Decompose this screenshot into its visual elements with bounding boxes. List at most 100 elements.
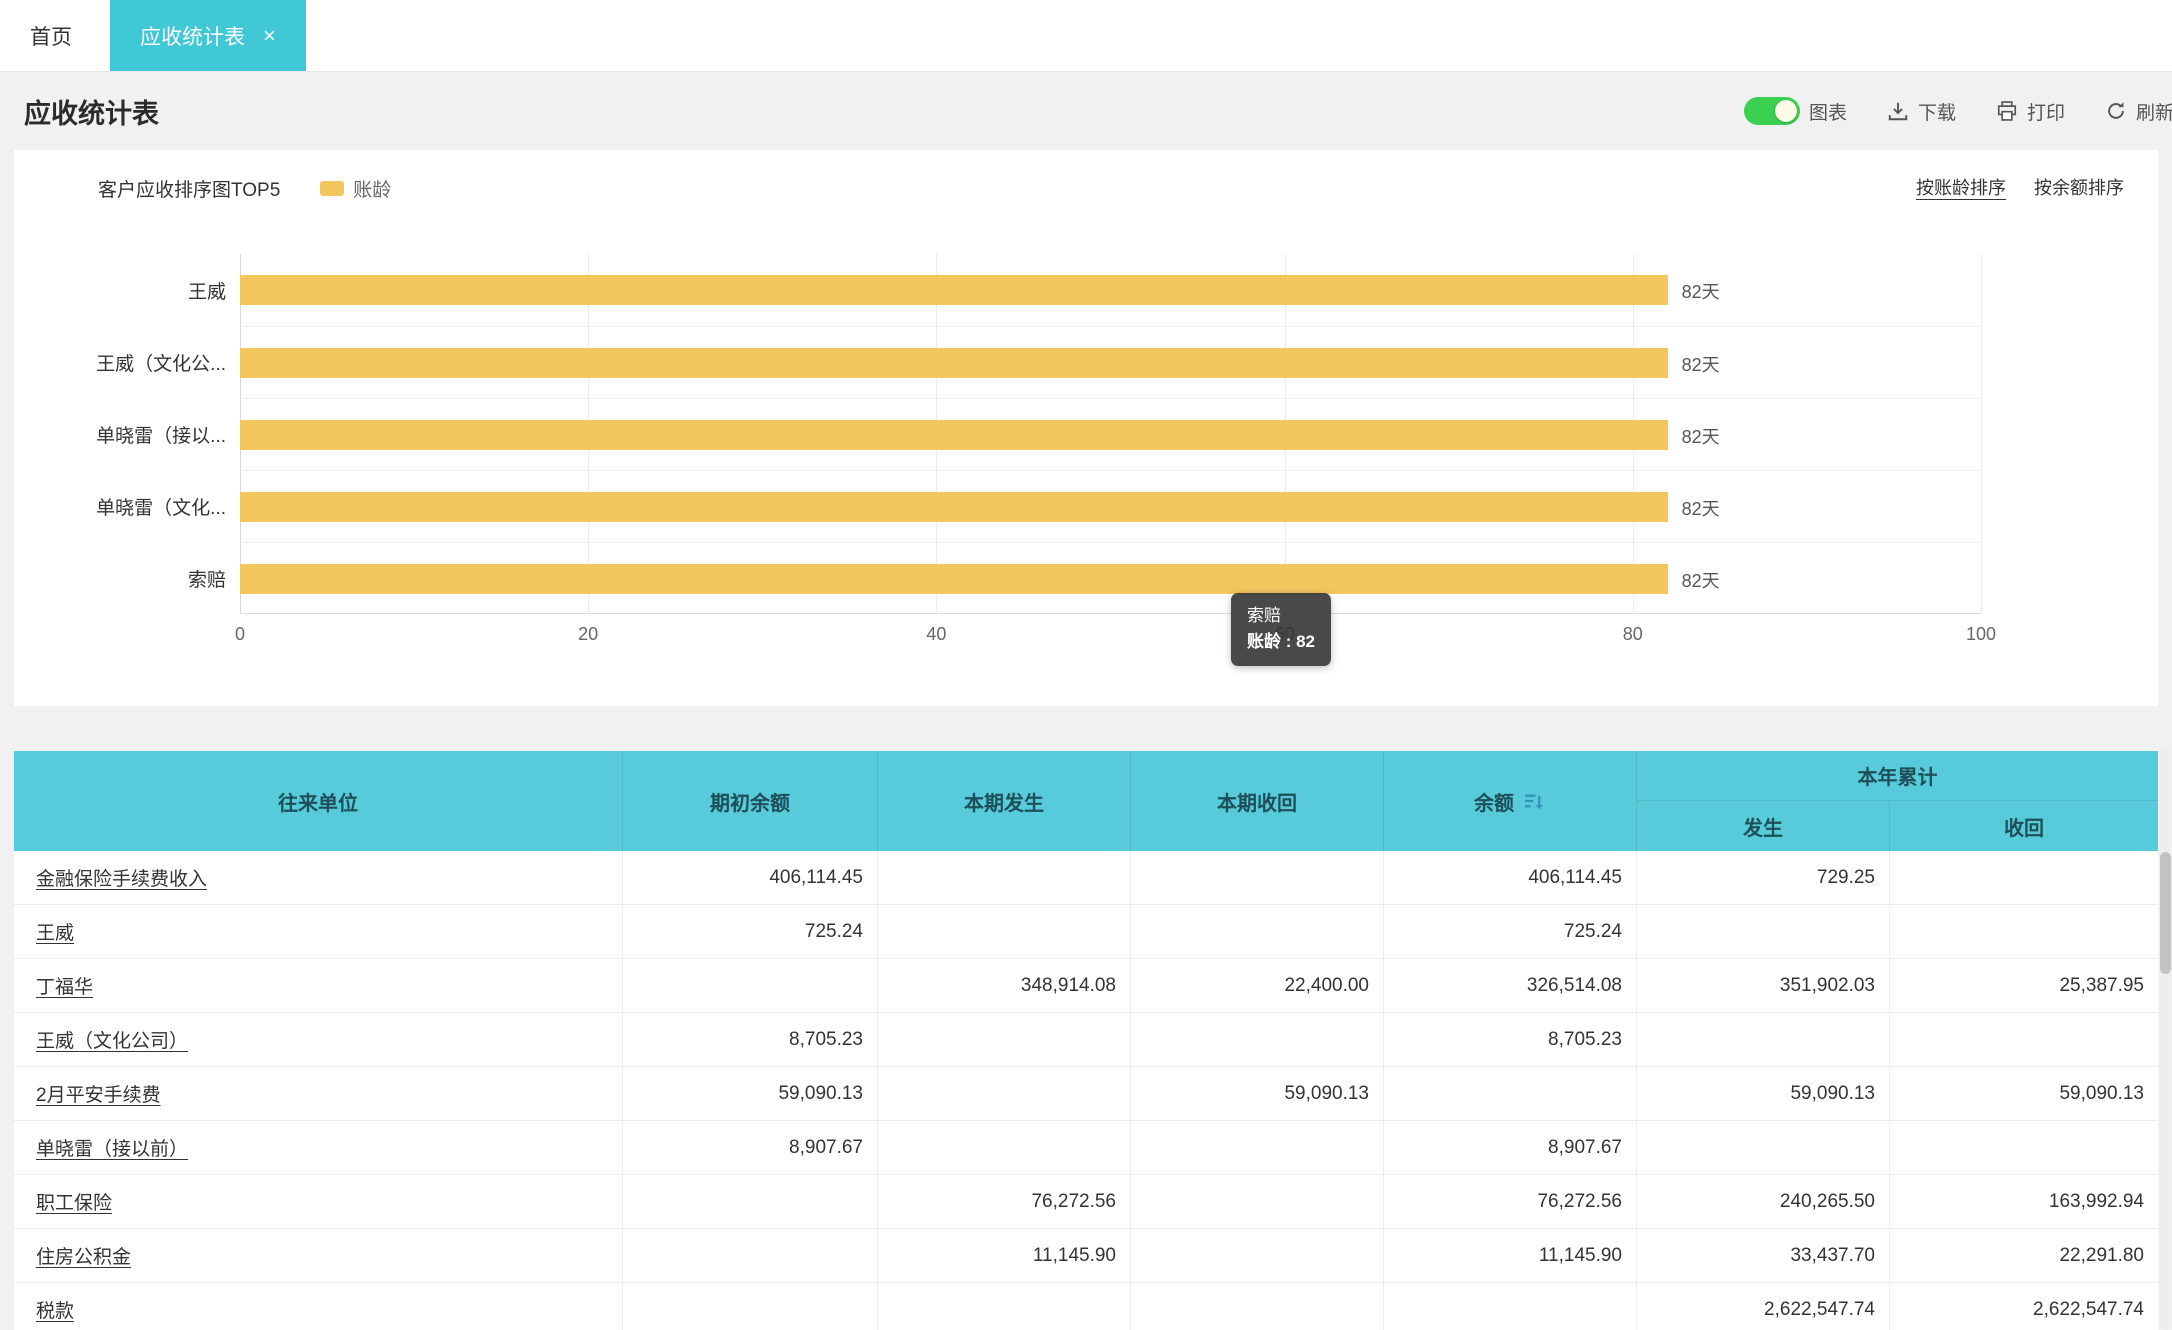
table-body: 金融保险手续费收入 406,114.45 406,114.45 729.25 王威 725… bbox=[14, 851, 2158, 1330]
partner-link[interactable]: 金融保险手续费收入 bbox=[14, 851, 623, 904]
tooltip-value: 账龄 : 82 bbox=[1247, 632, 1316, 652]
sort-by-balance-link[interactable]: 按余额排序 bbox=[2034, 178, 2124, 198]
col-header-partner[interactable]: 往来单位 bbox=[14, 751, 623, 851]
table-header: 往来单位 期初余额 本期发生 本期收回 余额 本年累计 发生 收回 bbox=[14, 751, 2158, 851]
col-header-current-received[interactable]: 本期收回 bbox=[1131, 751, 1384, 851]
chart-bar-row: 82天 bbox=[240, 398, 1981, 470]
table-cell bbox=[1384, 1067, 1637, 1120]
col-header-balance[interactable]: 余额 bbox=[1384, 751, 1637, 851]
col-header-year-incurred[interactable]: 发生 bbox=[1637, 801, 1890, 851]
table-row: 住房公积金 11,145.90 11,145.90 33,437.70 22,291.8… bbox=[14, 1229, 2158, 1283]
download-button[interactable]: 下载 bbox=[1887, 98, 1956, 125]
toggle-knob-icon bbox=[1774, 100, 1797, 122]
chart-toggle[interactable] bbox=[1743, 97, 1800, 125]
chart-header: 客户应收排序图TOP5 账龄 按账龄排序 按余额排序 bbox=[14, 150, 2158, 203]
partner-link[interactable]: 住房公积金 bbox=[14, 1229, 623, 1282]
print-icon bbox=[1997, 101, 2017, 121]
tab-home[interactable]: 首页 bbox=[30, 25, 72, 49]
table-row: 王威（文化公司） 8,705.23 8,705.23 bbox=[14, 1013, 2158, 1067]
partner-link[interactable]: 王威（文化公司） bbox=[14, 1013, 623, 1066]
table-cell bbox=[1131, 1229, 1384, 1282]
table-cell bbox=[1131, 1013, 1384, 1066]
tooltip-series-name: 索赔 bbox=[1247, 606, 1281, 625]
table-cell bbox=[878, 851, 1131, 904]
chart-bar[interactable] bbox=[240, 492, 1668, 522]
table-cell: 59,090.13 bbox=[1637, 1067, 1890, 1120]
page-header: 应收统计表 图表 下载 打印 bbox=[0, 72, 2172, 150]
table-row: 金融保险手续费收入 406,114.45 406,114.45 729.25 bbox=[14, 851, 2158, 905]
scrollbar-thumb[interactable] bbox=[2160, 852, 2171, 974]
chart-bar-row: 82天 bbox=[240, 254, 1981, 326]
table-cell bbox=[1890, 905, 2158, 958]
chart-bar[interactable] bbox=[240, 564, 1668, 594]
table-cell: 11,145.90 bbox=[1384, 1229, 1637, 1282]
table-row: 王威 725.24 725.24 bbox=[14, 905, 2158, 959]
table-cell: 22,400.00 bbox=[1131, 959, 1384, 1012]
table-cell bbox=[878, 1283, 1131, 1330]
page-title: 应收统计表 bbox=[24, 98, 159, 129]
header-toolbar: 图表 下载 打印 刷新 bbox=[1743, 97, 2172, 125]
chart-bar-row: 82天 bbox=[240, 470, 1981, 542]
chart-bar-value-label: 82天 bbox=[1681, 499, 1720, 519]
table-cell: 729.25 bbox=[1637, 851, 1890, 904]
partner-link[interactable]: 王威 bbox=[14, 905, 623, 958]
table-cell: 8,705.23 bbox=[623, 1013, 878, 1066]
table-cell bbox=[878, 1067, 1131, 1120]
col-header-balance-label: 余额 bbox=[1474, 792, 1514, 815]
col-header-current-incurred[interactable]: 本期发生 bbox=[878, 751, 1131, 851]
partner-link[interactable]: 丁福华 bbox=[14, 959, 623, 1012]
table-cell bbox=[1637, 1121, 1890, 1174]
table-cell bbox=[1131, 1283, 1384, 1330]
chart-category-labels: 王威 王威（文化公... 单晓雷（接以... 单晓雷（文化... 索赔 bbox=[14, 254, 226, 614]
chart-category-label: 王威（文化公... bbox=[96, 353, 226, 375]
chart-x-tick-label: 80 bbox=[1622, 624, 1643, 644]
chart-bar[interactable] bbox=[240, 348, 1668, 378]
sort-by-age-link[interactable]: 按账龄排序 bbox=[1916, 178, 2006, 198]
table-row: 税款 2,622,547.74 2,622,547.74 bbox=[14, 1283, 2158, 1330]
receivable-table: 往来单位 期初余额 本期发生 本期收回 余额 本年累计 发生 收回 金融保险手续… bbox=[14, 751, 2158, 1330]
col-header-opening-balance[interactable]: 期初余额 bbox=[623, 751, 878, 851]
partner-link[interactable]: 职工保险 bbox=[14, 1175, 623, 1228]
chart-toggle-group: 图表 bbox=[1743, 97, 1847, 125]
table-cell: 8,907.67 bbox=[623, 1121, 878, 1174]
table-cell: 2,622,547.74 bbox=[2033, 1298, 2144, 1320]
chart-plot: 82天 82天 82天 82天 82天 bbox=[240, 254, 1982, 614]
table-cell bbox=[1131, 905, 1384, 958]
table-cell bbox=[623, 1283, 878, 1330]
table-row: 2月平安手续费 59,090.13 59,090.13 59,090.13 59,090… bbox=[14, 1067, 2158, 1121]
table-cell: 25,387.95 bbox=[2059, 974, 2144, 996]
chart-bar-value-label: 82天 bbox=[1681, 427, 1720, 447]
chart-bar[interactable] bbox=[240, 420, 1668, 450]
chart-bar-row: 82天 bbox=[240, 326, 1981, 398]
scrollbar[interactable] bbox=[2160, 748, 2171, 1330]
col-header-year-received[interactable]: 收回 bbox=[2004, 817, 2044, 840]
table-cell: 351,902.03 bbox=[1637, 959, 1890, 1012]
partner-link[interactable]: 2月平安手续费 bbox=[14, 1067, 623, 1120]
col-header-year-total: 本年累计 bbox=[1637, 751, 2158, 801]
print-button[interactable]: 打印 bbox=[1996, 98, 2065, 125]
table-cell bbox=[1131, 1175, 1384, 1228]
chart-tooltip: 索赔 账龄 : 82 bbox=[1231, 593, 1332, 666]
chart-bar-row: 82天 bbox=[240, 542, 1981, 614]
tab-receivable-stats[interactable]: 应收统计表 × bbox=[110, 0, 306, 71]
partner-link[interactable]: 单晓雷（接以前） bbox=[14, 1121, 623, 1174]
table-cell bbox=[623, 959, 878, 1012]
chart-x-tick-label: 0 bbox=[234, 624, 246, 644]
sort-icon[interactable] bbox=[1522, 789, 1546, 813]
table-cell bbox=[878, 1121, 1131, 1174]
chart-bar[interactable] bbox=[240, 275, 1668, 305]
chart-bar-value-label: 82天 bbox=[1681, 571, 1720, 591]
chart-legend[interactable]: 账龄 bbox=[320, 175, 391, 202]
table-cell: 33,437.70 bbox=[1637, 1229, 1890, 1282]
table-cell bbox=[878, 905, 1131, 958]
download-label: 下载 bbox=[1917, 102, 1956, 124]
chart-panel: 客户应收排序图TOP5 账龄 按账龄排序 按余额排序 王威 王威（文化公... 单晓… bbox=[14, 150, 2158, 706]
table-cell bbox=[1890, 1013, 2158, 1066]
partner-link[interactable]: 税款 bbox=[14, 1283, 623, 1330]
tab-close-icon[interactable]: × bbox=[263, 22, 276, 48]
table-cell: 725.24 bbox=[1384, 905, 1637, 958]
table-cell: 163,992.94 bbox=[2048, 1190, 2144, 1212]
table-cell: 11,145.90 bbox=[878, 1229, 1131, 1282]
table-cell: 406,114.45 bbox=[623, 851, 878, 904]
refresh-button[interactable]: 刷新 bbox=[2105, 98, 2172, 125]
